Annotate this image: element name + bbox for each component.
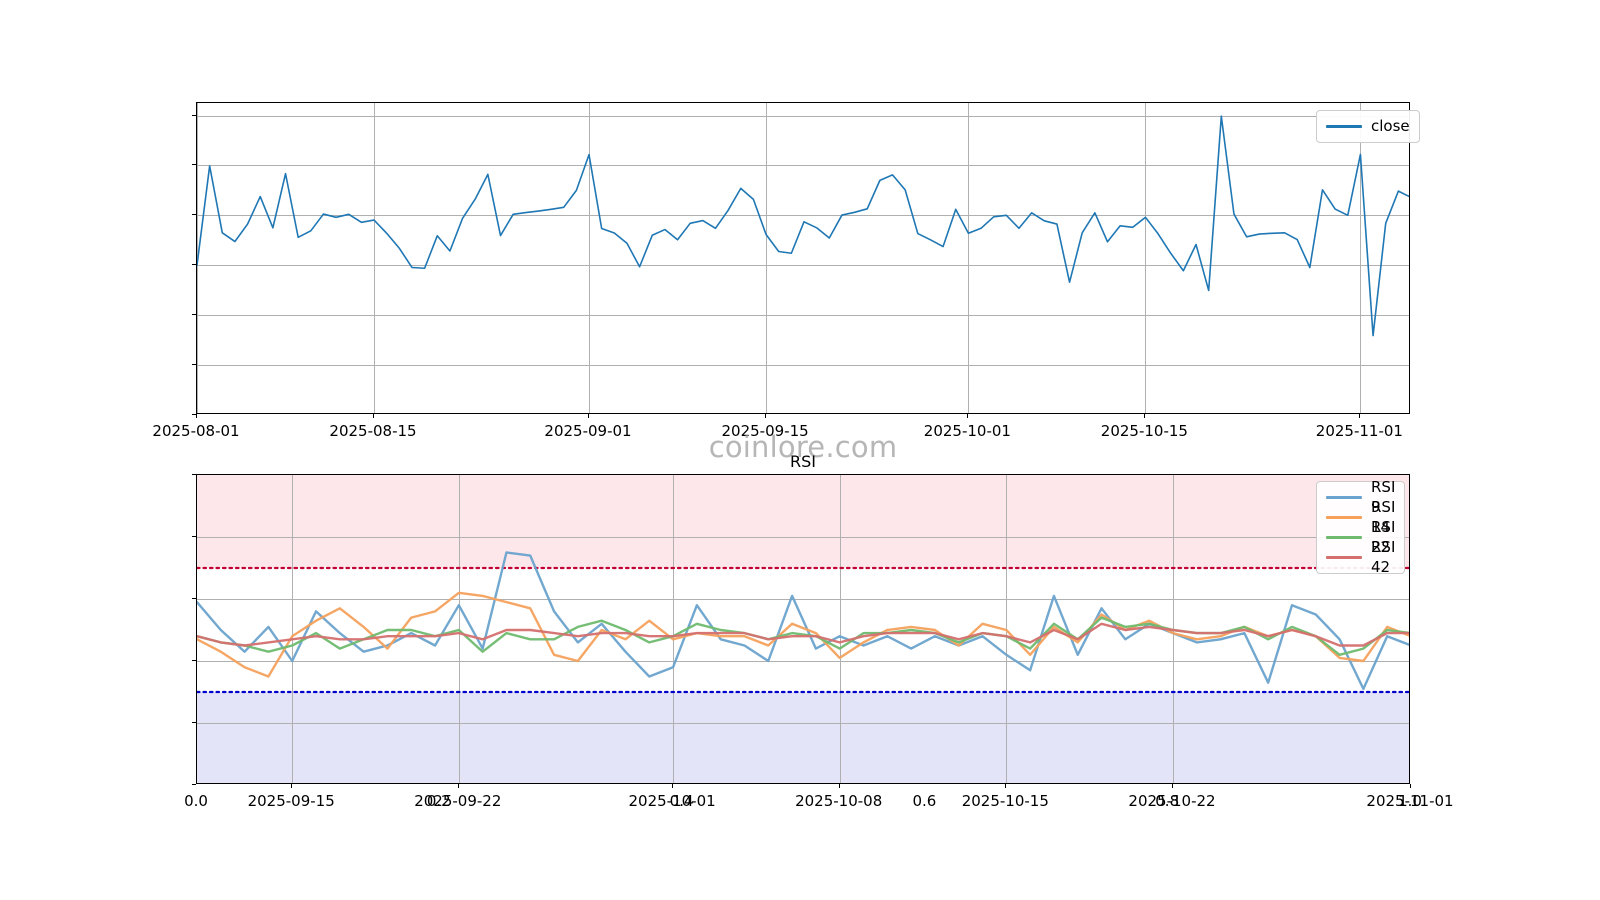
price-x-tick <box>765 414 767 418</box>
rsi-x-tick-label: 2025-10-15 <box>961 792 1049 810</box>
rsi-plot-area <box>196 474 1410 784</box>
price-x-tick <box>373 414 374 418</box>
price-gridline-h <box>197 215 1409 217</box>
rsi-y-tick <box>192 660 196 661</box>
rsi-gridline-h <box>197 599 1409 600</box>
price-x-tick <box>196 414 197 418</box>
rsi-x-overlay-label: 1.0 <box>1398 792 1422 810</box>
price-gridline-v <box>1360 103 1362 413</box>
rsi-legend-label: RSI 14 <box>1371 498 1396 536</box>
price-plot-area <box>196 102 1410 414</box>
price-line-close <box>197 115 1409 337</box>
rsi-legend[interactable]: RSI 9 RSI 14 RSI 22 RSI 42 <box>1316 478 1406 576</box>
rsi-gridline-v <box>673 475 675 783</box>
overbought-zone <box>197 475 1409 568</box>
price-gridline-h <box>197 265 1409 267</box>
price-x-tick-label: 2025-10-15 <box>1100 422 1188 440</box>
price-y-tick <box>192 314 196 316</box>
rsi-x-tick-label: 2025-09-15 <box>247 792 335 810</box>
rsi-chart-title: RSI <box>790 452 816 471</box>
rsi-legend-label: RSI 9 <box>1371 478 1396 516</box>
price-y-tick <box>192 114 196 116</box>
rsi-gridline-v <box>839 475 841 783</box>
watermark: coinlore.com <box>708 430 898 464</box>
price-x-tick <box>967 414 969 418</box>
rsi-y-tick <box>192 722 196 723</box>
price-gridline-h <box>197 365 1409 367</box>
price-gridline-v <box>1145 103 1147 413</box>
price-y-tick <box>192 414 196 415</box>
legend-swatch-rsi-14 <box>1326 515 1362 519</box>
rsi-x-tick <box>1005 784 1007 788</box>
rsi-y-tick <box>192 784 196 785</box>
rsi-legend-item[interactable]: RSI 9 <box>1326 478 1395 516</box>
price-legend[interactable]: close <box>1316 110 1420 143</box>
rsi-y-tick <box>192 536 196 537</box>
rsi-legend-item[interactable]: RSI 22 <box>1326 518 1395 556</box>
rsi-y-tick <box>192 474 196 475</box>
price-gridline-h <box>197 115 1409 117</box>
rsi-x-tick-label: 2025-11-01 <box>1366 792 1454 810</box>
rsi-gridline-h <box>197 661 1409 662</box>
rsi-x-overlay-label: 0.2 <box>426 792 451 810</box>
rsi-x-tick-label: 2025-10-22 <box>1128 792 1216 810</box>
rsi-series-lines <box>197 551 1409 694</box>
price-gridline-v <box>766 103 768 413</box>
price-x-tick <box>1359 414 1361 418</box>
price-gridline-h <box>197 315 1409 317</box>
price-x-tick-label: 2025-08-01 <box>152 422 240 440</box>
rsi-gridline-v <box>292 475 294 783</box>
legend-swatch-rsi-22 <box>1326 535 1362 539</box>
rsi-x-tick-label: 2025-10-01 <box>628 792 716 810</box>
rsi-gridline-h <box>197 537 1409 538</box>
price-gridline-h <box>197 165 1409 167</box>
price-y-tick <box>192 214 196 216</box>
price-x-tick-label: 2025-08-15 <box>329 422 417 440</box>
price-legend-item[interactable]: close <box>1326 116 1410 136</box>
rsi-x-overlay-label: 0.0 <box>184 792 208 810</box>
rsi-gridline-h <box>197 723 1409 724</box>
price-y-tick <box>192 164 196 166</box>
price-x-tick-label: 2025-11-01 <box>1315 422 1403 440</box>
rsi-x-tick <box>457 784 459 788</box>
price-x-tick-label: 2025-09-15 <box>721 422 809 440</box>
legend-swatch-rsi-9 <box>1326 495 1362 499</box>
rsi-x-tick <box>291 784 293 788</box>
price-gridline-v <box>968 103 970 413</box>
oversold-zone <box>197 692 1409 783</box>
rsi-legend-item[interactable]: RSI 14 <box>1326 498 1395 536</box>
price-y-tick <box>192 264 196 266</box>
rsi-x-tick-label: 2025-09-22 <box>414 792 502 810</box>
price-x-tick-label: 2025-09-01 <box>544 422 632 440</box>
rsi-x-tick-label: 2025-10-08 <box>795 792 883 810</box>
rsi-x-tick <box>1172 784 1173 788</box>
price-gridline-v <box>374 103 375 413</box>
rsi-x-overlay-label: 0.8 <box>1155 792 1180 810</box>
rsi-x-tick <box>838 784 840 788</box>
rsi-x-overlay-label: 0.4 <box>669 792 694 810</box>
rsi-x-tick <box>672 784 674 788</box>
price-y-tick <box>192 364 196 366</box>
legend-swatch-close <box>1326 124 1362 128</box>
price-gridline-v <box>589 103 590 413</box>
rsi-x-overlay-label: 0.6 <box>912 792 937 810</box>
rsi-legend-label: RSI 22 <box>1371 518 1396 556</box>
price-x-tick <box>1144 414 1146 418</box>
price-x-tick <box>588 414 589 418</box>
legend-swatch-rsi-42 <box>1326 555 1362 559</box>
price-x-tick-label: 2025-10-01 <box>923 422 1011 440</box>
rsi-x-tick <box>1410 784 1411 788</box>
rsi-y-tick <box>192 598 196 599</box>
rsi-legend-label: RSI 42 <box>1371 538 1396 576</box>
price-legend-label: close <box>1371 117 1410 135</box>
rsi-legend-item[interactable]: RSI 42 <box>1326 538 1395 576</box>
